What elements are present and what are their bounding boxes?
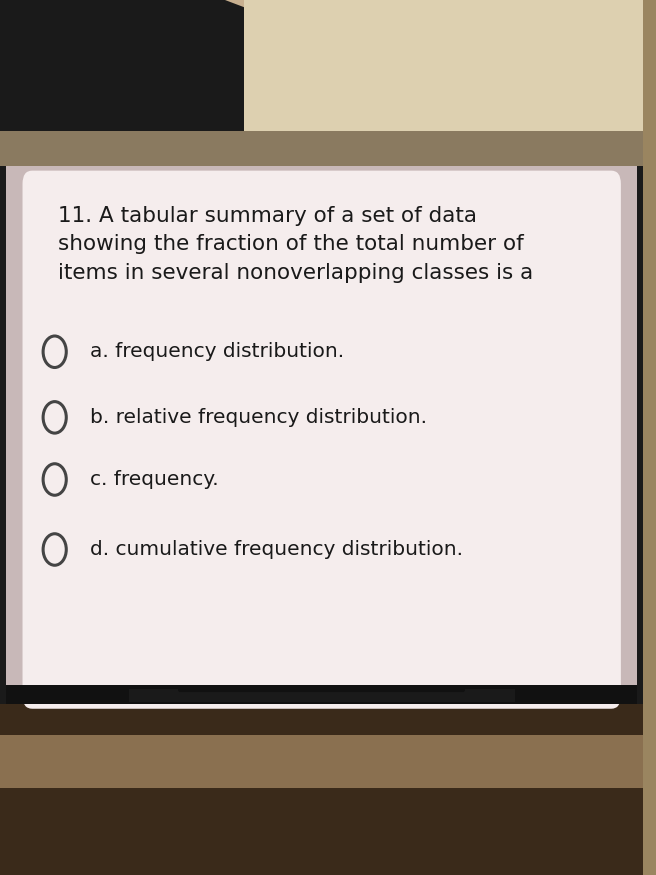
FancyBboxPatch shape (22, 171, 621, 709)
FancyBboxPatch shape (245, 0, 644, 131)
Polygon shape (225, 0, 644, 158)
Text: c. frequency.: c. frequency. (90, 470, 218, 489)
FancyBboxPatch shape (0, 153, 644, 722)
FancyBboxPatch shape (0, 722, 644, 875)
FancyBboxPatch shape (0, 0, 644, 158)
Text: 11. A tabular summary of a set of data
showing the fraction of the total number : 11. A tabular summary of a set of data s… (58, 206, 533, 284)
Text: a. frequency distribution.: a. frequency distribution. (90, 342, 344, 361)
Text: d. cumulative frequency distribution.: d. cumulative frequency distribution. (90, 540, 463, 559)
FancyBboxPatch shape (0, 704, 644, 875)
Polygon shape (0, 0, 245, 192)
FancyBboxPatch shape (7, 166, 637, 704)
FancyBboxPatch shape (129, 689, 515, 702)
FancyBboxPatch shape (0, 735, 644, 788)
Text: b. relative frequency distribution.: b. relative frequency distribution. (90, 408, 427, 427)
FancyBboxPatch shape (7, 685, 637, 704)
FancyBboxPatch shape (0, 131, 644, 166)
